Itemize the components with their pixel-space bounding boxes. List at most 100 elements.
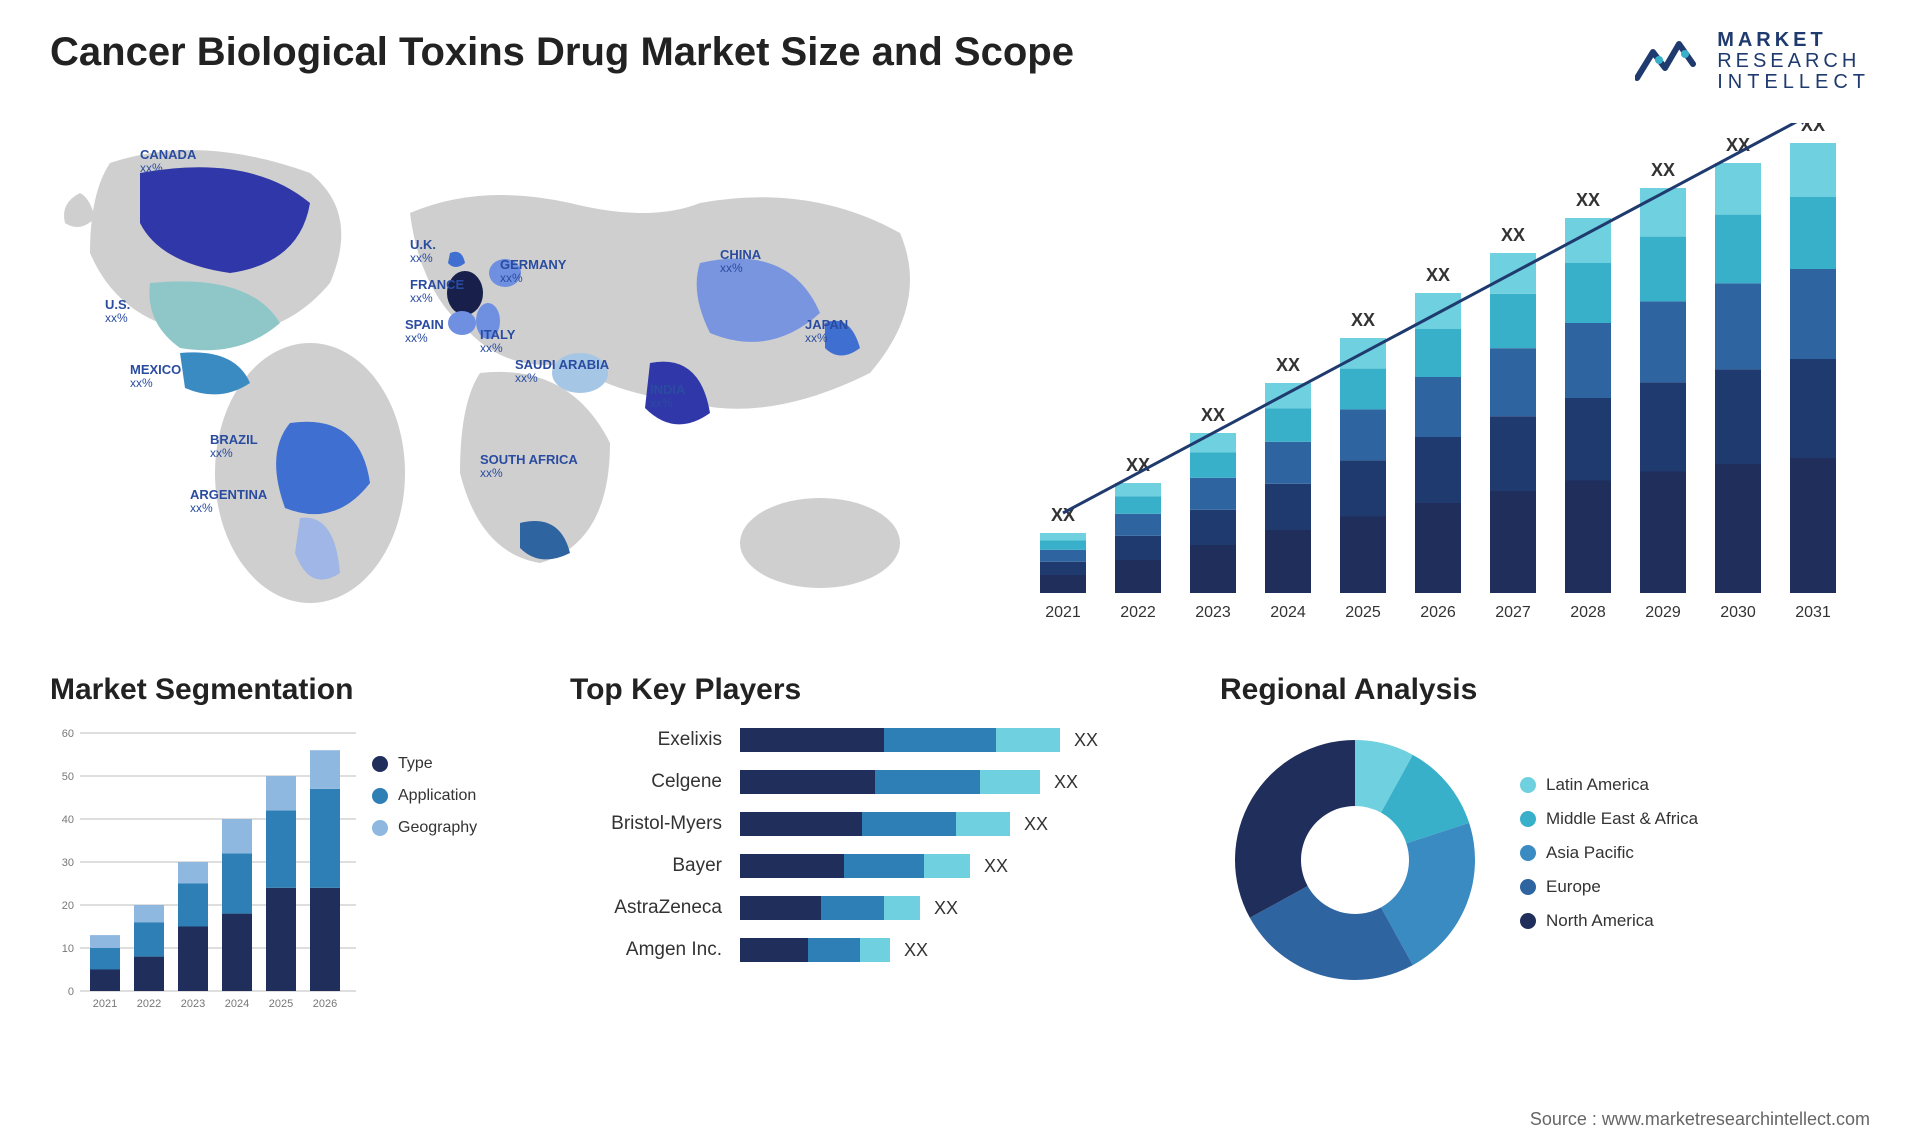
player-row: Exelixis XX bbox=[570, 725, 1190, 755]
map-label: ARGENTINAxx% bbox=[190, 488, 267, 515]
key-players-panel: Top Key Players ExelixisXXCelgeneXXBrist… bbox=[570, 673, 1190, 1015]
player-bar bbox=[740, 896, 920, 920]
segmentation-chart: 0102030405060202120222023202420252026 bbox=[50, 725, 360, 1015]
player-bar bbox=[740, 854, 970, 878]
logo-line3: INTELLECT bbox=[1717, 72, 1870, 93]
player-value: XX bbox=[934, 898, 958, 919]
svg-text:XX: XX bbox=[1351, 310, 1375, 330]
map-label: BRAZILxx% bbox=[210, 433, 258, 460]
svg-text:0: 0 bbox=[68, 986, 74, 998]
player-row: Bayer XX bbox=[570, 851, 1190, 881]
svg-text:2026: 2026 bbox=[1420, 604, 1456, 621]
svg-text:2024: 2024 bbox=[1270, 604, 1306, 621]
svg-text:2027: 2027 bbox=[1495, 604, 1531, 621]
key-players-title: Top Key Players bbox=[570, 673, 1190, 707]
logo-line2: RESEARCH bbox=[1717, 51, 1870, 72]
svg-text:60: 60 bbox=[62, 728, 74, 740]
legend-item: Europe bbox=[1520, 877, 1698, 897]
source-text: Source : www.marketresearchintellect.com bbox=[1530, 1109, 1870, 1130]
regional-panel: Regional Analysis Latin America Middle Ea… bbox=[1220, 673, 1870, 1015]
legend-item: Application bbox=[372, 787, 477, 805]
svg-text:2028: 2028 bbox=[1570, 604, 1606, 621]
growth-chart: XX 2021 XX 2022 XX 2023 XX 2024 XX 2025 XX 2026 XX 20… bbox=[1010, 123, 1870, 633]
svg-text:XX: XX bbox=[1501, 225, 1525, 245]
map-label: GERMANYxx% bbox=[500, 258, 566, 285]
player-row: AstraZeneca XX bbox=[570, 893, 1190, 923]
svg-text:2031: 2031 bbox=[1795, 604, 1831, 621]
svg-text:50: 50 bbox=[62, 771, 74, 783]
segmentation-title: Market Segmentation bbox=[50, 673, 540, 707]
map-label: SOUTH AFRICAxx% bbox=[480, 453, 578, 480]
legend-item: Middle East & Africa bbox=[1520, 809, 1698, 829]
regional-donut bbox=[1220, 725, 1490, 995]
svg-text:XX: XX bbox=[1801, 123, 1825, 135]
legend-item: Asia Pacific bbox=[1520, 843, 1698, 863]
map-label: CANADAxx% bbox=[140, 148, 196, 175]
logo-icon bbox=[1635, 34, 1705, 90]
brand-logo: MARKET RESEARCH INTELLECT bbox=[1635, 30, 1870, 93]
map-label: JAPANxx% bbox=[805, 318, 848, 345]
svg-text:20: 20 bbox=[62, 900, 74, 912]
map-label: SAUDI ARABIAxx% bbox=[515, 358, 609, 385]
svg-text:2029: 2029 bbox=[1645, 604, 1681, 621]
svg-text:2024: 2024 bbox=[225, 998, 249, 1010]
legend-item: North America bbox=[1520, 911, 1698, 931]
player-value: XX bbox=[1074, 730, 1098, 751]
map-label: MEXICOxx% bbox=[130, 363, 181, 390]
svg-text:2021: 2021 bbox=[1045, 604, 1081, 621]
segmentation-legend: Type Application Geography bbox=[372, 755, 477, 851]
player-bar bbox=[740, 770, 1040, 794]
player-name: AstraZeneca bbox=[570, 897, 740, 919]
player-row: Bristol-Myers XX bbox=[570, 809, 1190, 839]
player-name: Bayer bbox=[570, 855, 740, 877]
map-label: SPAINxx% bbox=[405, 318, 444, 345]
player-row: Celgene XX bbox=[570, 767, 1190, 797]
map-label: U.K.xx% bbox=[410, 238, 436, 265]
player-bar bbox=[740, 728, 1060, 752]
growth-chart-svg: XX 2021 XX 2022 XX 2023 XX 2024 XX 2025 XX 2026 XX 20… bbox=[1010, 123, 1870, 633]
player-value: XX bbox=[904, 940, 928, 961]
player-value: XX bbox=[1054, 772, 1078, 793]
svg-text:XX: XX bbox=[1426, 265, 1450, 285]
legend-item: Geography bbox=[372, 819, 477, 837]
segmentation-panel: Market Segmentation 01020304050602021202… bbox=[50, 673, 540, 1015]
svg-text:2022: 2022 bbox=[137, 998, 161, 1010]
map-label: INDIAxx% bbox=[650, 383, 685, 410]
player-name: Amgen Inc. bbox=[570, 939, 740, 961]
map-label: FRANCExx% bbox=[410, 278, 464, 305]
svg-text:2026: 2026 bbox=[313, 998, 337, 1010]
key-players-list: Exelixis XX Celgene XX Bristol-Myers XX Bayer X… bbox=[570, 725, 1190, 965]
svg-text:30: 30 bbox=[62, 857, 74, 869]
regional-title: Regional Analysis bbox=[1220, 673, 1870, 707]
regional-legend: Latin America Middle East & Africa Asia Pa… bbox=[1520, 775, 1698, 945]
logo-line1: MARKET bbox=[1717, 30, 1870, 51]
map-label: CHINAxx% bbox=[720, 248, 761, 275]
legend-item: Type bbox=[372, 755, 477, 773]
player-bar bbox=[740, 938, 890, 962]
svg-text:10: 10 bbox=[62, 943, 74, 955]
svg-text:XX: XX bbox=[1651, 160, 1675, 180]
svg-text:2023: 2023 bbox=[1195, 604, 1231, 621]
map-label: ITALYxx% bbox=[480, 328, 515, 355]
player-bar bbox=[740, 812, 1010, 836]
world-map: CANADAxx% U.S.xx% MEXICOxx% BRAZILxx% ARGENT… bbox=[50, 123, 970, 633]
svg-text:2030: 2030 bbox=[1720, 604, 1756, 621]
player-row: Amgen Inc. XX bbox=[570, 935, 1190, 965]
svg-text:2025: 2025 bbox=[269, 998, 293, 1010]
world-map-svg bbox=[50, 123, 970, 633]
legend-item: Latin America bbox=[1520, 775, 1698, 795]
svg-text:2023: 2023 bbox=[181, 998, 205, 1010]
svg-text:XX: XX bbox=[1576, 190, 1600, 210]
svg-text:40: 40 bbox=[62, 814, 74, 826]
player-name: Bristol-Myers bbox=[570, 813, 740, 835]
player-value: XX bbox=[984, 856, 1008, 877]
svg-text:XX: XX bbox=[1276, 355, 1300, 375]
player-value: XX bbox=[1024, 814, 1048, 835]
player-name: Celgene bbox=[570, 771, 740, 793]
svg-text:2022: 2022 bbox=[1120, 604, 1156, 621]
svg-text:XX: XX bbox=[1201, 405, 1225, 425]
page-title: Cancer Biological Toxins Drug Market Siz… bbox=[50, 30, 1074, 75]
map-label: U.S.xx% bbox=[105, 298, 130, 325]
svg-text:2025: 2025 bbox=[1345, 604, 1381, 621]
player-name: Exelixis bbox=[570, 729, 740, 751]
